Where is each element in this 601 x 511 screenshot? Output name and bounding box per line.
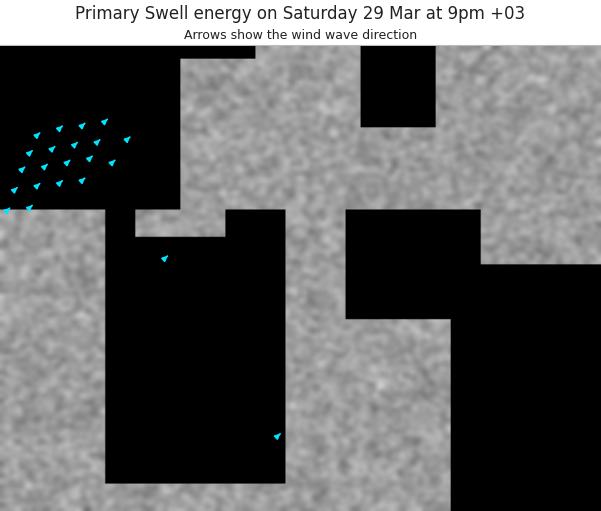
Text: Arrows show the wind wave direction: Arrows show the wind wave direction (184, 29, 417, 42)
Text: Primary Swell energy on Saturday 29 Mar at 9pm +03: Primary Swell energy on Saturday 29 Mar … (76, 5, 525, 23)
